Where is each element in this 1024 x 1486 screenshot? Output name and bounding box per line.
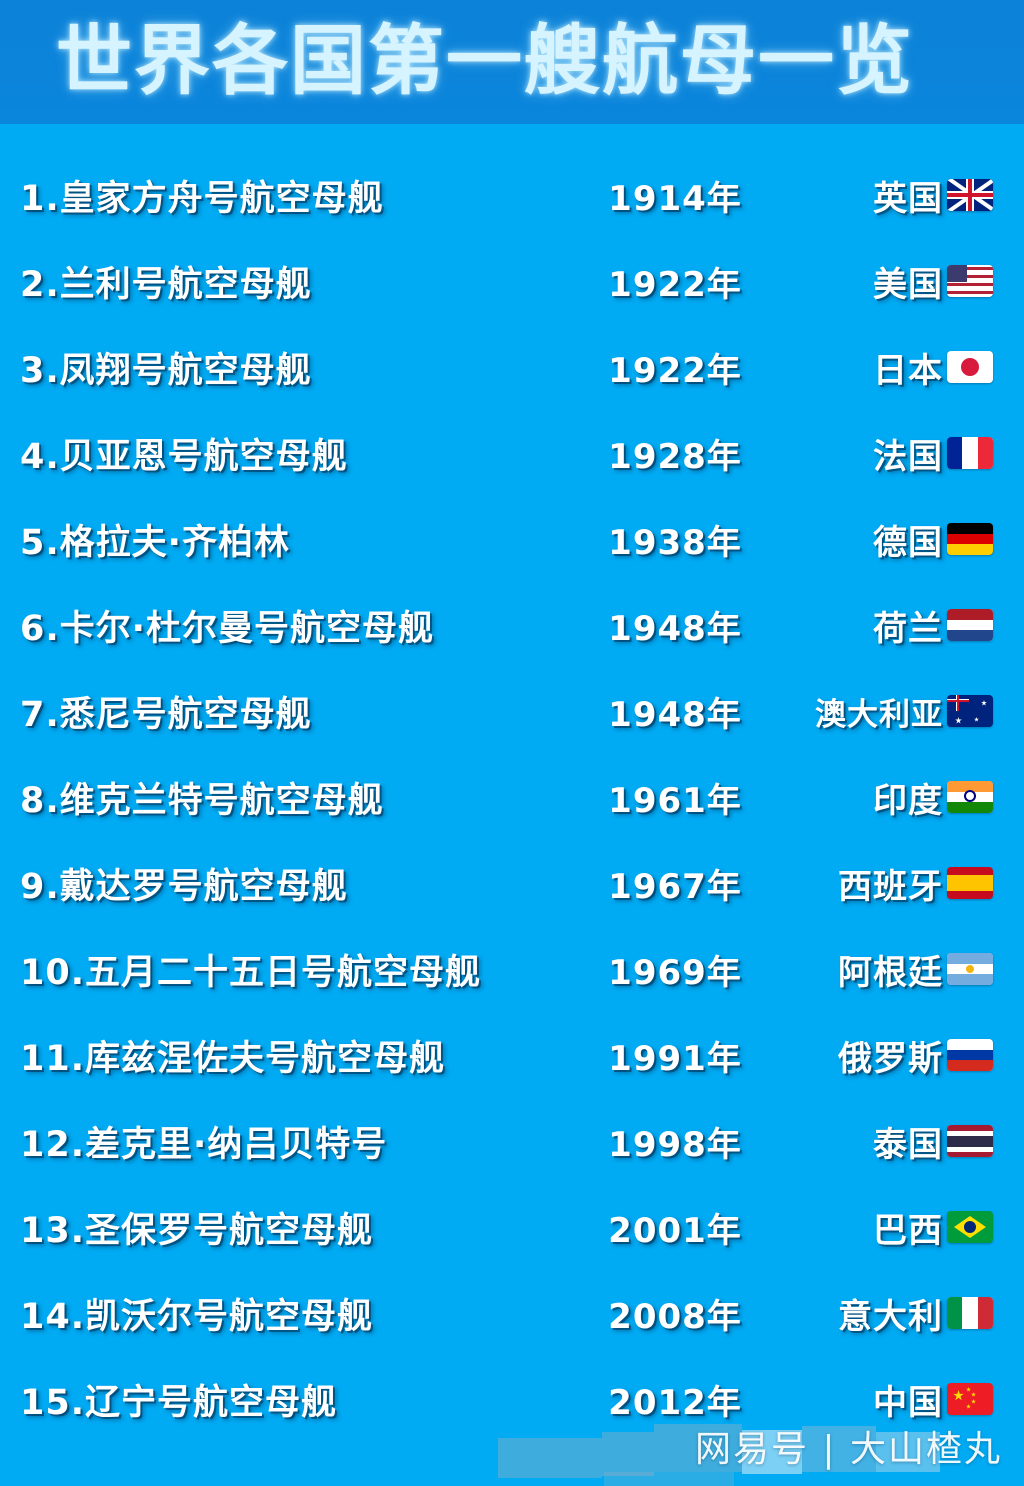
row-year: 1967年 [608, 866, 742, 907]
table-row: 14.凯沃尔号航空母舰 2008年 意大利 [0, 1270, 1024, 1356]
row-country-label: 西班牙 [838, 866, 943, 907]
row-country-label: 印度 [873, 780, 943, 821]
row-country: 意大利 [770, 1270, 1005, 1356]
row-country-label: 日本 [873, 350, 943, 391]
row-year: 2012年 [608, 1382, 742, 1423]
row-country: 荷兰 [770, 582, 1005, 668]
row-ship-name: 10.五月二十五日号航空母舰 [20, 952, 482, 993]
flag-ar-icon [947, 953, 993, 985]
row-country: 法国 [770, 410, 1005, 496]
table-row: 11.库兹涅佐夫号航空母舰 1991年 俄罗斯 [0, 1012, 1024, 1098]
row-country: 日本 [770, 324, 1005, 410]
row-year: 2008年 [608, 1296, 742, 1337]
row-year: 1914年 [608, 178, 742, 219]
row-ship-name: 13.圣保罗号航空母舰 [20, 1210, 374, 1251]
row-country: 巴西 [770, 1184, 1005, 1270]
row-ship-name: 8.维克兰特号航空母舰 [20, 780, 384, 821]
row-country: 西班牙 [770, 840, 1005, 926]
row-country: 英国 [770, 152, 1005, 238]
row-ship-name: 12.差克里·纳吕贝特号 [20, 1124, 388, 1165]
flag-br-icon [947, 1211, 993, 1243]
flag-es-icon [947, 867, 993, 899]
row-country-label: 阿根廷 [838, 952, 943, 993]
table-row: 4.贝亚恩号航空母舰 1928年 法国 [0, 410, 1024, 496]
row-ship-name: 5.格拉夫·齐柏林 [20, 522, 290, 563]
carrier-list: 1.皇家方舟号航空母舰 1914年 英国 2.兰利号航空母舰 1922年 美国 3.凤翔号航… [0, 124, 1024, 1424]
page-title: 世界各国第一艘航母一览 [56, 16, 914, 105]
row-country-label: 英国 [873, 178, 943, 219]
page-header: 世界各国第一艘航母一览 [0, 0, 1024, 124]
row-year: 1922年 [608, 264, 742, 305]
row-ship-name: 3.凤翔号航空母舰 [20, 350, 312, 391]
row-year: 1928年 [608, 436, 742, 477]
row-year: 1969年 [608, 952, 742, 993]
row-country: 阿根廷 [770, 926, 1005, 1012]
flag-ru-icon [947, 1039, 993, 1071]
row-year: 1991年 [608, 1038, 742, 1079]
flag-nl-icon [947, 609, 993, 641]
table-row: 13.圣保罗号航空母舰 2001年 巴西 [0, 1184, 1024, 1270]
flag-in-icon [947, 781, 993, 813]
row-year: 1948年 [608, 694, 742, 735]
row-country: 印度 [770, 754, 1005, 840]
table-row: 10.五月二十五日号航空母舰 1969年 阿根廷 [0, 926, 1024, 1012]
row-year: 1998年 [608, 1124, 742, 1165]
table-row: 7.悉尼号航空母舰 1948年 澳大利亚 [0, 668, 1024, 754]
flag-jp-icon [947, 351, 993, 383]
row-country: 德国 [770, 496, 1005, 582]
flag-uk-icon [947, 179, 993, 211]
row-country: 泰国 [770, 1098, 1005, 1184]
table-row: 9.戴达罗号航空母舰 1967年 西班牙 [0, 840, 1024, 926]
row-country: 澳大利亚 [770, 668, 1005, 754]
row-ship-name: 9.戴达罗号航空母舰 [20, 866, 348, 907]
row-country: 美国 [770, 238, 1005, 324]
row-country-label: 意大利 [838, 1296, 943, 1337]
table-row: 12.差克里·纳吕贝特号 1998年 泰国 [0, 1098, 1024, 1184]
row-ship-name: 15.辽宁号航空母舰 [20, 1382, 338, 1423]
table-row: 8.维克兰特号航空母舰 1961年 印度 [0, 754, 1024, 840]
row-country-label: 巴西 [873, 1210, 943, 1251]
row-country-label: 泰国 [873, 1124, 943, 1165]
row-ship-name: 1.皇家方舟号航空母舰 [20, 178, 384, 219]
flag-de-icon [947, 523, 993, 555]
row-ship-name: 4.贝亚恩号航空母舰 [20, 436, 348, 477]
flag-it-icon [947, 1297, 993, 1329]
table-row: 1.皇家方舟号航空母舰 1914年 英国 [0, 152, 1024, 238]
row-country-label: 德国 [873, 522, 943, 563]
row-ship-name: 7.悉尼号航空母舰 [20, 694, 312, 735]
row-country-label: 中国 [873, 1382, 943, 1423]
row-country-label: 澳大利亚 [815, 696, 943, 733]
row-ship-name: 6.卡尔·杜尔曼号航空母舰 [20, 608, 434, 649]
row-ship-name: 11.库兹涅佐夫号航空母舰 [20, 1038, 446, 1079]
row-country-label: 美国 [873, 264, 943, 305]
row-year: 1922年 [608, 350, 742, 391]
flag-fr-icon [947, 437, 993, 469]
flag-us-icon [947, 265, 993, 297]
flag-th-icon [947, 1125, 993, 1157]
row-country-label: 俄罗斯 [838, 1038, 943, 1079]
row-year: 1938年 [608, 522, 742, 563]
row-country-label: 荷兰 [873, 608, 943, 649]
row-year: 2001年 [608, 1210, 742, 1251]
row-ship-name: 14.凯沃尔号航空母舰 [20, 1296, 374, 1337]
row-year: 1961年 [608, 780, 742, 821]
row-year: 1948年 [608, 608, 742, 649]
flag-au-icon [947, 695, 993, 727]
row-country: 俄罗斯 [770, 1012, 1005, 1098]
row-country-label: 法国 [873, 436, 943, 477]
table-row: 3.凤翔号航空母舰 1922年 日本 [0, 324, 1024, 410]
row-ship-name: 2.兰利号航空母舰 [20, 264, 312, 305]
flag-cn-icon [947, 1383, 993, 1415]
table-row: 15.辽宁号航空母舰 2012年 中国 [0, 1356, 1024, 1442]
row-country: 中国 [770, 1356, 1005, 1442]
table-row: 6.卡尔·杜尔曼号航空母舰 1948年 荷兰 [0, 582, 1024, 668]
table-row: 2.兰利号航空母舰 1922年 美国 [0, 238, 1024, 324]
table-row: 5.格拉夫·齐柏林 1938年 德国 [0, 496, 1024, 582]
watermark: 网易号 | 大山楂丸 [694, 1429, 1002, 1470]
